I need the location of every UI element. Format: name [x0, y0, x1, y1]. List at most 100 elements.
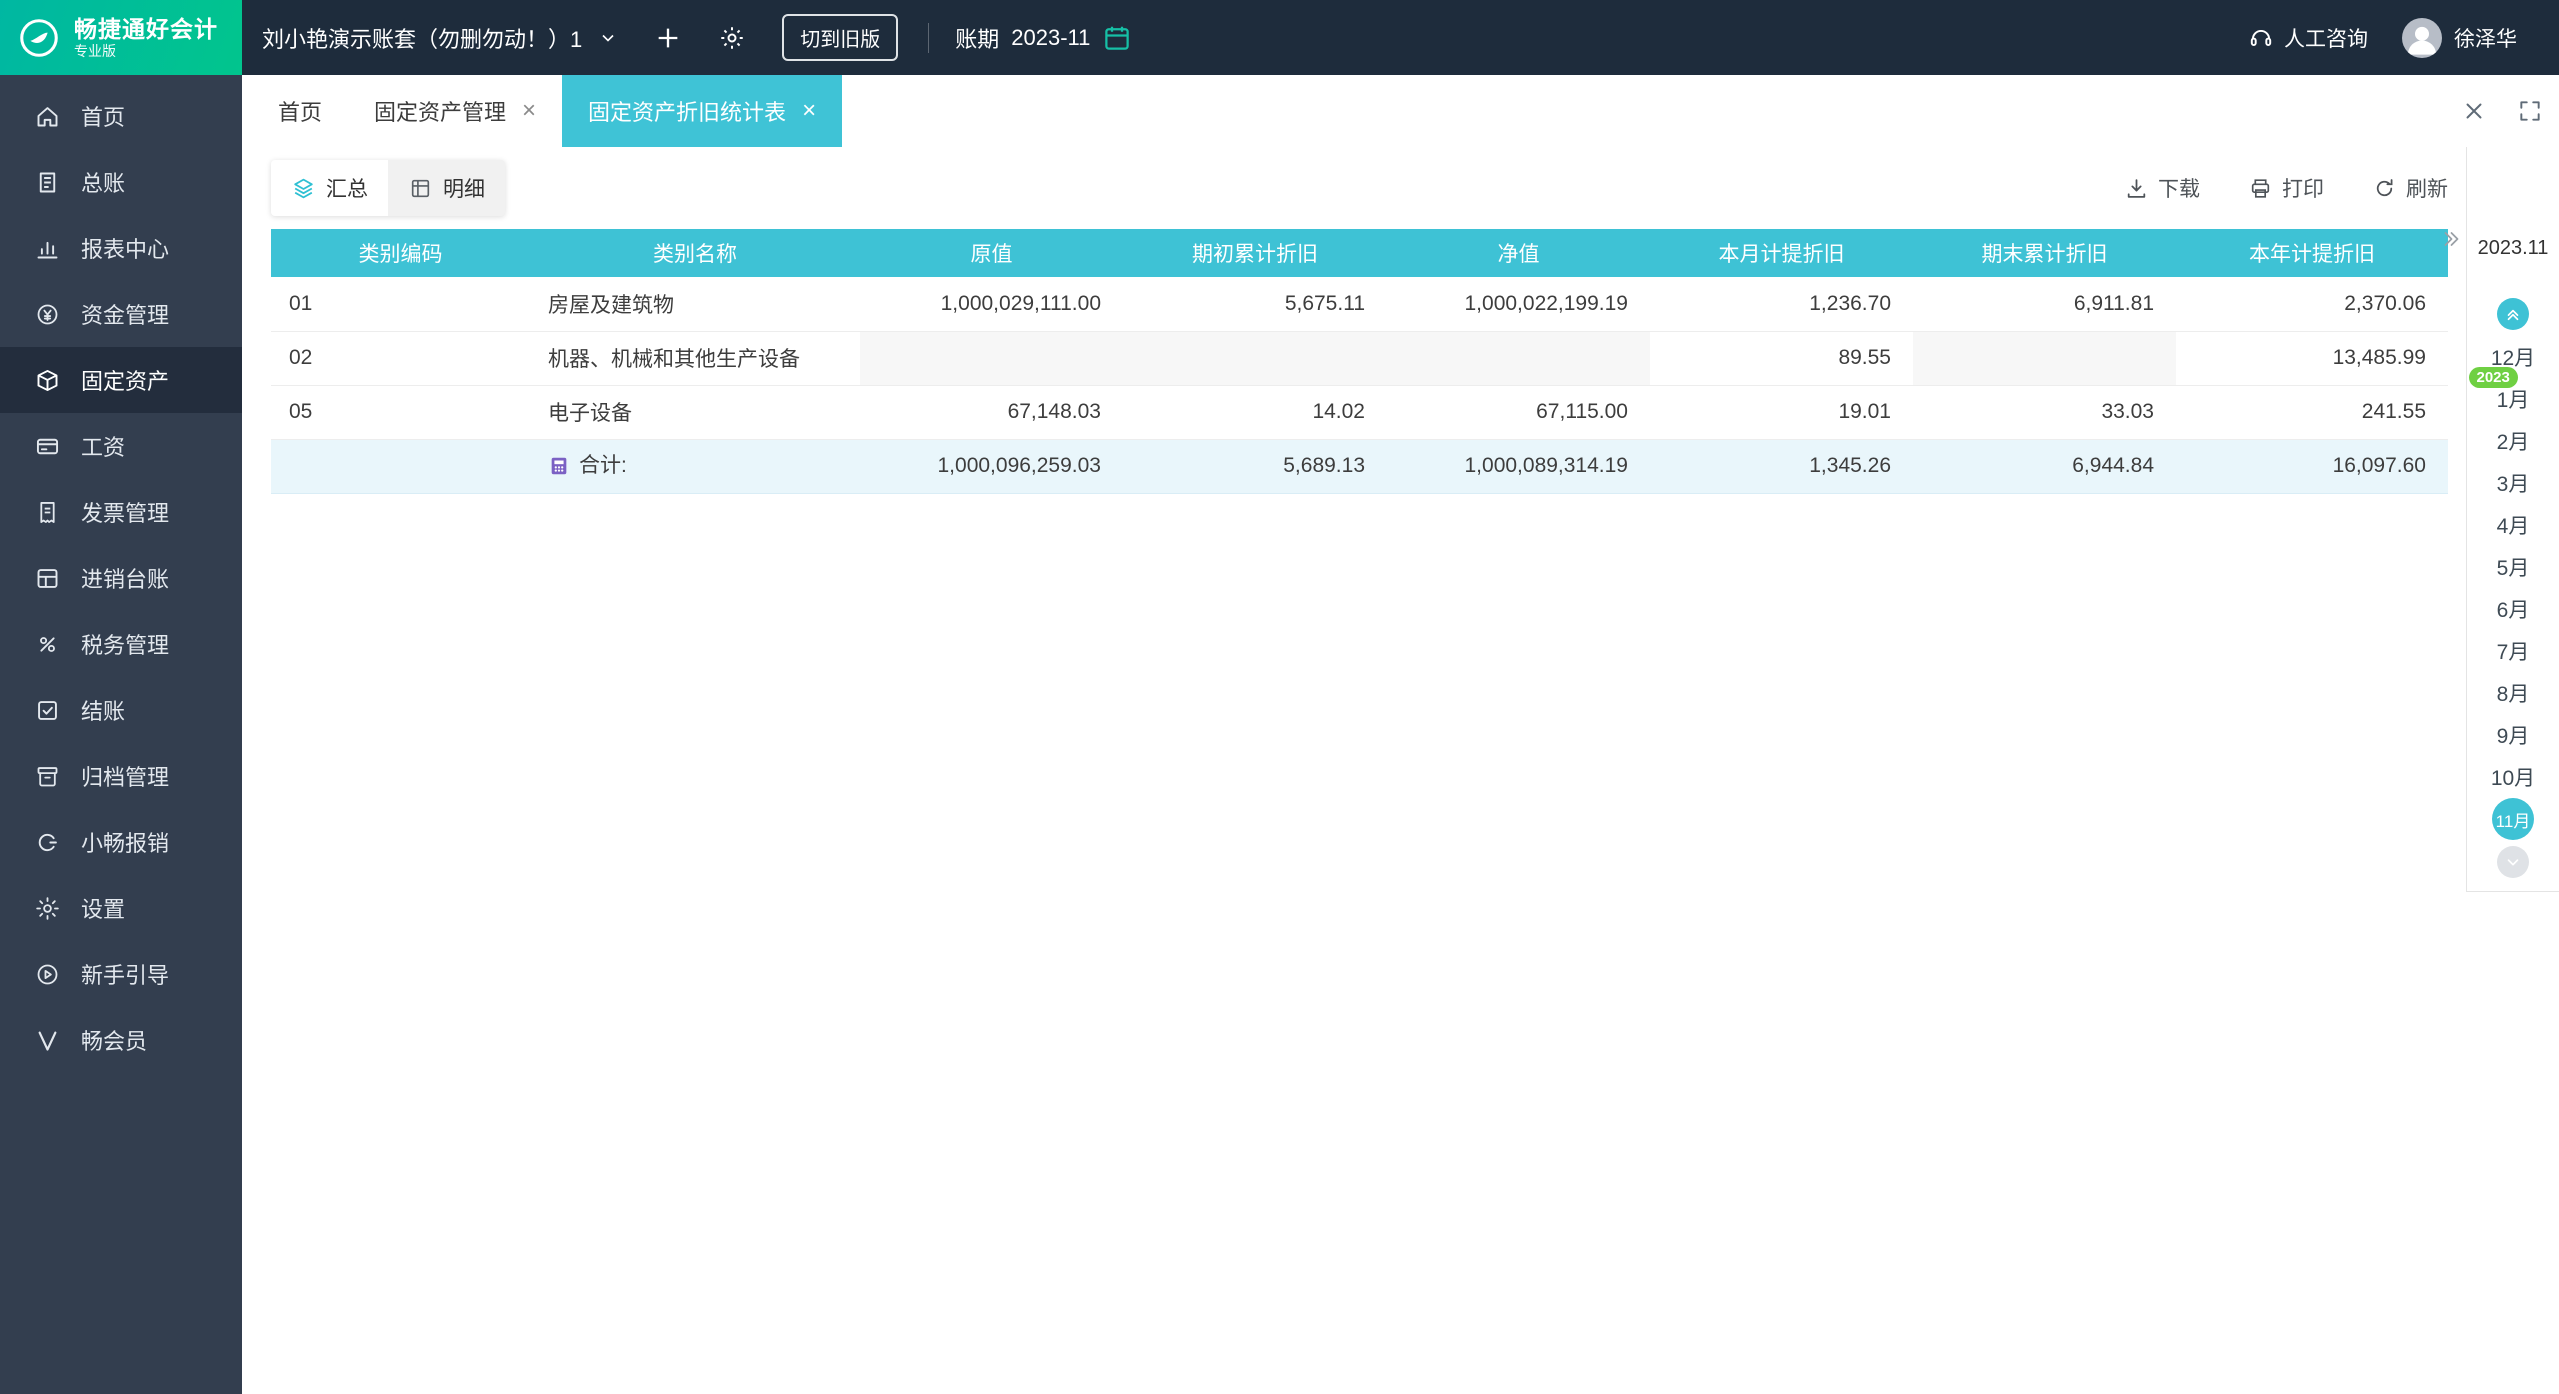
sidebar-item-report-center[interactable]: 报表中心 [0, 215, 242, 281]
sidebar-item-reimburse[interactable]: 小畅报销 [0, 809, 242, 875]
cell-name: 电子设备 [530, 385, 860, 440]
print-icon [2251, 178, 2270, 198]
depreciation-table: 类别编码 类别名称 原值 期初累计折旧 净值 本月计提折旧 期末累计折旧 本年计… [271, 229, 2448, 494]
period-panel: 2023.11 2023 12月 1月 2月 3月 4月 5月 6月 7月 8月… [2444, 147, 2559, 892]
funds-icon [37, 304, 58, 324]
sidebar-item-tax[interactable]: 税务管理 [0, 611, 242, 677]
sidebar-item-member[interactable]: 畅会员 [0, 1007, 242, 1073]
month-item-selected[interactable]: 11月 [2467, 798, 2559, 840]
month-item[interactable]: 12月 [2490, 347, 2536, 370]
total-label: 合计: [579, 454, 627, 477]
cell-value [860, 331, 1123, 386]
sidebar-item-home[interactable]: 首页 [0, 83, 242, 149]
avatar[interactable] [2402, 17, 2442, 58]
table-row[interactable]: 02 机器、机械和其他生产设备 89.55 13,485.99 [271, 331, 2448, 386]
fixed-assets-icon [37, 369, 58, 391]
live-support-button[interactable]: 人工咨询 [2248, 23, 2368, 53]
headset-icon [2248, 25, 2274, 51]
sidebar-item-guide[interactable]: 新手引导 [0, 941, 242, 1007]
cell-value: 1,236.70 [1650, 277, 1913, 332]
tab-close-icon[interactable]: × [802, 97, 817, 124]
month-item[interactable]: 7月 [2496, 641, 2530, 664]
topbar-settings-button[interactable] [718, 24, 746, 52]
person-icon [2407, 26, 2437, 55]
home-icon [37, 106, 58, 126]
period-panel-title: 2023.11 [2477, 237, 2549, 259]
collapse-panel-icon[interactable] [2439, 227, 2463, 251]
scroll-up-button[interactable] [2497, 298, 2529, 330]
gear-icon [721, 26, 743, 49]
guide-icon [37, 964, 58, 984]
cell-value: 6,911.81 [1913, 277, 2176, 332]
month-item[interactable]: 5月 [2496, 557, 2530, 580]
app-logo-icon [16, 15, 62, 61]
username[interactable]: 徐泽华 [2454, 27, 2517, 51]
cell-value: 1,000,022,199.19 [1387, 277, 1650, 332]
download-button[interactable]: 下载 [2124, 173, 2200, 203]
tab-fixed-asset-management[interactable]: 固定资产管理 × [374, 97, 537, 126]
chevron-down-icon [2507, 859, 2519, 866]
purchase-sales-icon [37, 568, 58, 588]
cell-value: 14.02 [1123, 385, 1387, 440]
scroll-down-button[interactable] [2497, 846, 2529, 878]
tab-bar: 首页 固定资产管理 × 固定资产折旧统计表 × [242, 75, 2559, 147]
add-account-button[interactable] [654, 24, 682, 52]
close-page-icon[interactable] [2461, 98, 2487, 124]
sidebar-item-settings[interactable]: 设置 [0, 875, 242, 941]
month-item[interactable]: 6月 [2496, 599, 2530, 622]
calendar-icon [1102, 23, 1132, 53]
cell-name: 房屋及建筑物 [530, 277, 860, 332]
sidebar-item-general-ledger[interactable]: 总账 [0, 149, 242, 215]
cell-value: 19.01 [1650, 385, 1913, 440]
topbar: 畅捷通好会计 专业版 刘小艳演示账套（勿删勿动！）1 切到旧版 账期 2023-… [0, 0, 2559, 75]
total-row: 合计: 1,000,096,259.03 5,689.13 1,000,089,… [271, 439, 2448, 494]
view-detail-button[interactable]: 明细 [388, 160, 505, 216]
sidebar-item-archive[interactable]: 归档管理 [0, 743, 242, 809]
tab-close-icon[interactable]: × [522, 97, 537, 124]
download-icon [2127, 178, 2146, 198]
sidebar-item-closing[interactable]: 结账 [0, 677, 242, 743]
table-row[interactable]: 05 电子设备 67,148.03 14.02 67,115.00 19.01 … [271, 385, 2448, 440]
cell-value: 89.55 [1650, 331, 1913, 386]
layers-icon [294, 178, 313, 198]
print-button[interactable]: 打印 [2248, 173, 2324, 203]
account-selector[interactable]: 刘小艳演示账套（勿删勿动！）1 [262, 22, 618, 54]
month-item[interactable]: 2月 [2496, 431, 2530, 454]
total-value: 6,944.84 [1913, 439, 2176, 494]
sidebar-item-salary[interactable]: 工资 [0, 413, 242, 479]
tab-home[interactable]: 首页 [278, 100, 323, 125]
month-item[interactable]: 4月 [2496, 515, 2530, 538]
sidebar-item-purchase-sales[interactable]: 进销台账 [0, 545, 242, 611]
month-item[interactable]: 10月 [2490, 767, 2536, 790]
sidebar-item-fixed-assets[interactable]: 固定资产 [0, 347, 242, 413]
month-item[interactable]: 9月 [2496, 725, 2530, 748]
cell-value: 33.03 [1913, 385, 2176, 440]
total-label-cell: 合计: [530, 439, 860, 494]
chevron-down-icon [598, 28, 618, 48]
table-row[interactable]: 01 房屋及建筑物 1,000,029,111.00 5,675.11 1,00… [271, 277, 2448, 332]
sidebar-item-invoice[interactable]: 发票管理 [0, 479, 242, 545]
cell-value: 241.55 [2176, 385, 2448, 440]
cell-value [1123, 331, 1387, 386]
accounting-period-selector[interactable]: 账期 2023-11 [955, 22, 1132, 54]
reimburse-icon [38, 833, 57, 851]
cell-code: 05 [271, 385, 530, 440]
switch-old-version-button[interactable]: 切到旧版 [782, 14, 899, 61]
cell-code: 02 [271, 331, 530, 386]
cell-code: 01 [271, 277, 530, 332]
topbar-divider [928, 22, 930, 53]
fullscreen-icon[interactable] [2517, 98, 2543, 124]
cell-value: 67,148.03 [860, 385, 1123, 440]
column-header: 类别名称 [530, 229, 860, 277]
month-item[interactable]: 1月 [2496, 389, 2530, 412]
refresh-button[interactable]: 刷新 [2372, 173, 2448, 203]
month-item[interactable]: 8月 [2496, 683, 2530, 706]
column-header: 期初累计折旧 [1123, 229, 1387, 277]
sidebar-item-funds[interactable]: 资金管理 [0, 281, 242, 347]
view-summary-button[interactable]: 汇总 [271, 160, 388, 216]
tab-depreciation-report[interactable]: 固定资产折旧统计表 × [562, 75, 843, 147]
cell-name: 机器、机械和其他生产设备 [530, 331, 860, 386]
month-item[interactable]: 3月 [2496, 473, 2530, 496]
app-edition: 专业版 [74, 42, 116, 59]
tax-icon [40, 636, 55, 652]
